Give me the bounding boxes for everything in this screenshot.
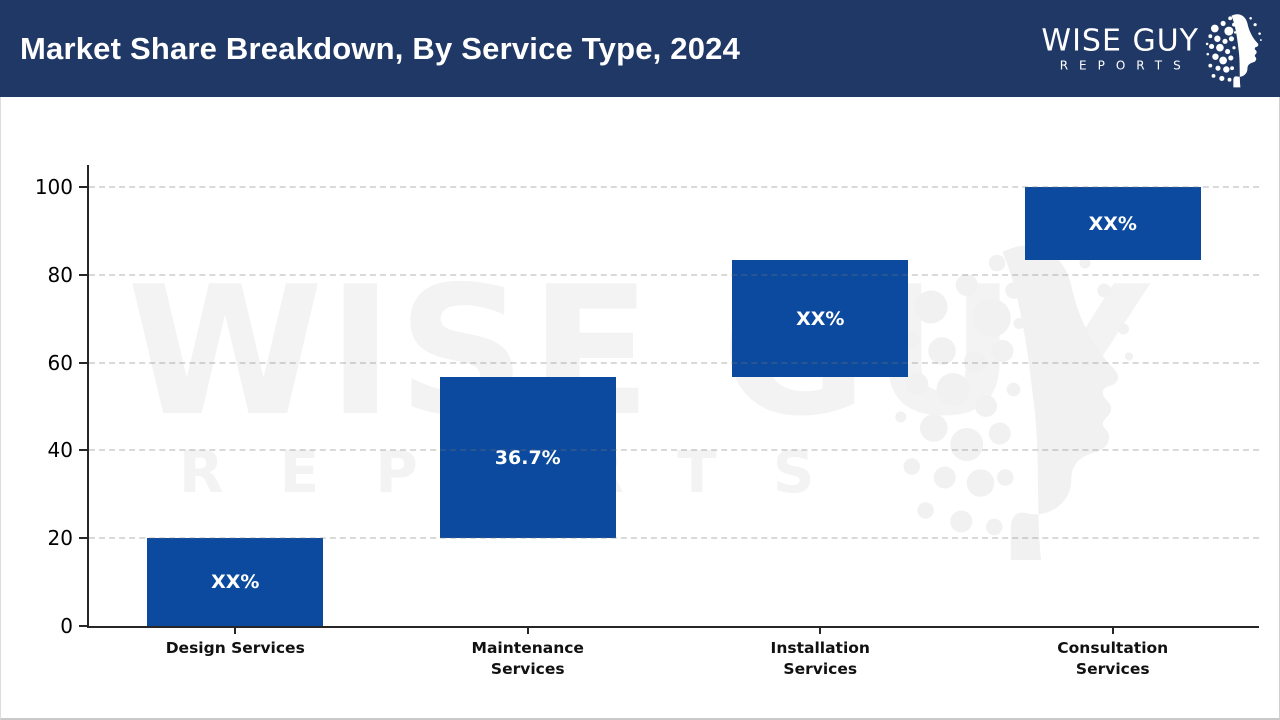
x-axis-label: Maintenance Services <box>471 639 584 678</box>
logo-sub-text: REPORTS <box>1059 58 1192 73</box>
bar-value-label: XX% <box>796 307 845 330</box>
bar-value-label: XX% <box>1088 212 1137 235</box>
x-axis-tick <box>526 626 529 634</box>
y-axis-tick-label: 0 <box>60 614 73 638</box>
brand-logo: WISE GUY REPORTS <box>1041 10 1266 87</box>
grid-line <box>89 273 1259 276</box>
bar-segment <box>147 538 324 626</box>
grid-line <box>89 361 1259 364</box>
grid-line <box>89 537 1259 540</box>
x-axis-tick <box>234 626 237 634</box>
logo-wordmark: WISE GUY REPORTS <box>1041 26 1199 72</box>
bar-value-label: 36.7% <box>494 446 561 469</box>
bar-segment <box>1024 187 1201 261</box>
grid-line <box>89 186 1259 188</box>
y-axis-tick-label: 40 <box>47 438 73 463</box>
bar-segment <box>439 377 616 539</box>
y-axis-tick-label: 80 <box>47 262 73 287</box>
x-axis-spine <box>87 626 1259 628</box>
x-axis-label: Consultation Services <box>1057 639 1169 678</box>
y-axis-tick <box>79 449 87 452</box>
x-axis-tick <box>1111 626 1114 634</box>
logo-face-icon <box>1205 13 1262 87</box>
y-axis-tick <box>79 625 87 627</box>
watermark-face-icon <box>892 245 1134 560</box>
y-axis-tick <box>79 361 87 364</box>
page-title: Market Share Breakdown, By Service Type,… <box>20 30 741 66</box>
x-axis-tick <box>819 626 822 634</box>
bar-value-label: XX% <box>211 571 260 594</box>
y-axis-tick-label: 100 <box>34 175 73 199</box>
bar-segment <box>732 260 909 378</box>
logo-name-text: WISE GUY <box>1041 23 1199 59</box>
y-axis-tick-label: 20 <box>47 526 73 551</box>
header: Market Share Breakdown, By Service Type,… <box>0 0 1280 97</box>
y-axis-tick <box>79 273 87 276</box>
y-axis-tick <box>79 537 87 540</box>
x-axis-label: Installation Services <box>770 639 870 678</box>
y-axis-tick-label: 60 <box>47 350 73 375</box>
grid-line <box>89 449 1259 452</box>
x-axis-label: Design Services <box>165 639 305 657</box>
y-axis-tick <box>79 186 87 188</box>
y-axis-spine <box>87 165 89 628</box>
